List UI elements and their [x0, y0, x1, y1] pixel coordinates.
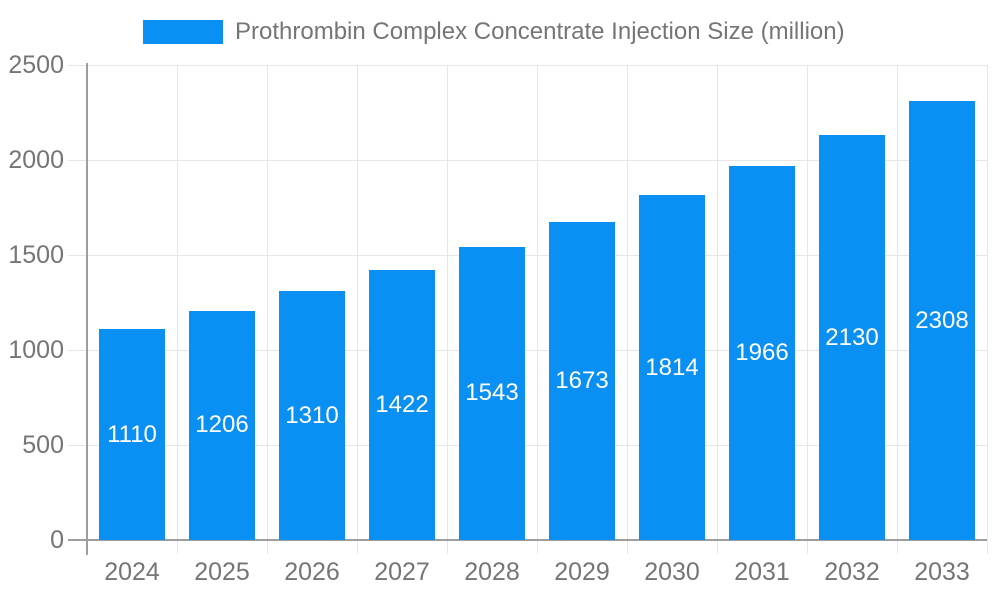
bar-value-label-2030: 1814 — [645, 353, 699, 381]
gridline-y-500 — [68, 445, 987, 446]
x-axis-label-2031: 2031 — [734, 558, 790, 586]
x-axis-tick — [897, 540, 898, 554]
bar-2033[interactable]: 2308 — [909, 101, 975, 540]
bar-value-label-2033: 2308 — [915, 306, 969, 334]
bar-2024[interactable]: 1110 — [99, 329, 165, 540]
gridline-x — [177, 65, 178, 540]
gridline-y-1000 — [68, 350, 987, 351]
x-axis-label-2027: 2027 — [374, 558, 430, 586]
x-axis-label-2033: 2033 — [914, 558, 970, 586]
legend-swatch — [143, 20, 223, 44]
bar-2032[interactable]: 2130 — [819, 135, 885, 540]
x-axis-tick — [537, 540, 538, 554]
legend-label: Prothrombin Complex Concentrate Injectio… — [235, 18, 845, 45]
bar-2030[interactable]: 1814 — [639, 195, 705, 540]
x-axis-tick — [717, 540, 718, 554]
x-axis-tick — [267, 540, 268, 554]
bar-2028[interactable]: 1543 — [459, 246, 525, 540]
y-axis-label-1500: 1500 — [8, 241, 64, 269]
bar-2025[interactable]: 1206 — [189, 310, 255, 540]
bar-2026[interactable]: 1310 — [279, 291, 345, 540]
x-axis-tick — [627, 540, 628, 554]
x-axis-tick — [807, 540, 808, 554]
gridline-x — [987, 65, 988, 540]
x-axis-label-2032: 2032 — [824, 558, 880, 586]
x-axis-label-2028: 2028 — [464, 558, 520, 586]
bar-value-label-2029: 1673 — [555, 367, 609, 395]
y-axis-label-2500: 2500 — [8, 51, 64, 79]
bar-value-label-2026: 1310 — [285, 401, 339, 429]
x-axis-tick — [447, 540, 448, 554]
bar-value-label-2025: 1206 — [195, 411, 249, 439]
y-axis-line — [86, 63, 88, 555]
x-axis-label-2030: 2030 — [644, 558, 700, 586]
x-axis-label-2026: 2026 — [284, 558, 340, 586]
gridline-y-1500 — [68, 255, 987, 256]
y-axis-label-500: 500 — [22, 431, 64, 459]
gridline-x — [717, 65, 718, 540]
bar-2029[interactable]: 1673 — [549, 222, 615, 540]
x-axis-tick — [177, 540, 178, 554]
y-axis-label-0: 0 — [50, 526, 64, 554]
gridline-x — [267, 65, 268, 540]
gridline-y-2000 — [68, 160, 987, 161]
legend[interactable]: Prothrombin Complex Concentrate Injectio… — [143, 18, 845, 46]
bar-2031[interactable]: 1966 — [729, 166, 795, 540]
x-axis-tick — [357, 540, 358, 554]
bar-2027[interactable]: 1422 — [369, 269, 435, 540]
gridline-x — [357, 65, 358, 540]
x-axis-tick — [987, 540, 988, 554]
y-axis-label-2000: 2000 — [8, 146, 64, 174]
x-axis-label-2029: 2029 — [554, 558, 610, 586]
gridline-x — [807, 65, 808, 540]
bar-value-label-2027: 1422 — [375, 390, 429, 418]
gridline-y-2500 — [68, 65, 987, 66]
x-axis-label-2024: 2024 — [104, 558, 160, 586]
gridline-x — [627, 65, 628, 540]
y-axis-label-1000: 1000 — [8, 336, 64, 364]
bar-value-label-2028: 1543 — [465, 379, 519, 407]
gridline-x — [537, 65, 538, 540]
gridline-x — [897, 65, 898, 540]
gridline-x — [447, 65, 448, 540]
x-axis-line — [68, 539, 987, 541]
bar-value-label-2024: 1110 — [107, 420, 157, 448]
bar-value-label-2032: 2130 — [825, 323, 879, 351]
bar-value-label-2031: 1966 — [735, 339, 789, 367]
x-axis-label-2025: 2025 — [194, 558, 250, 586]
